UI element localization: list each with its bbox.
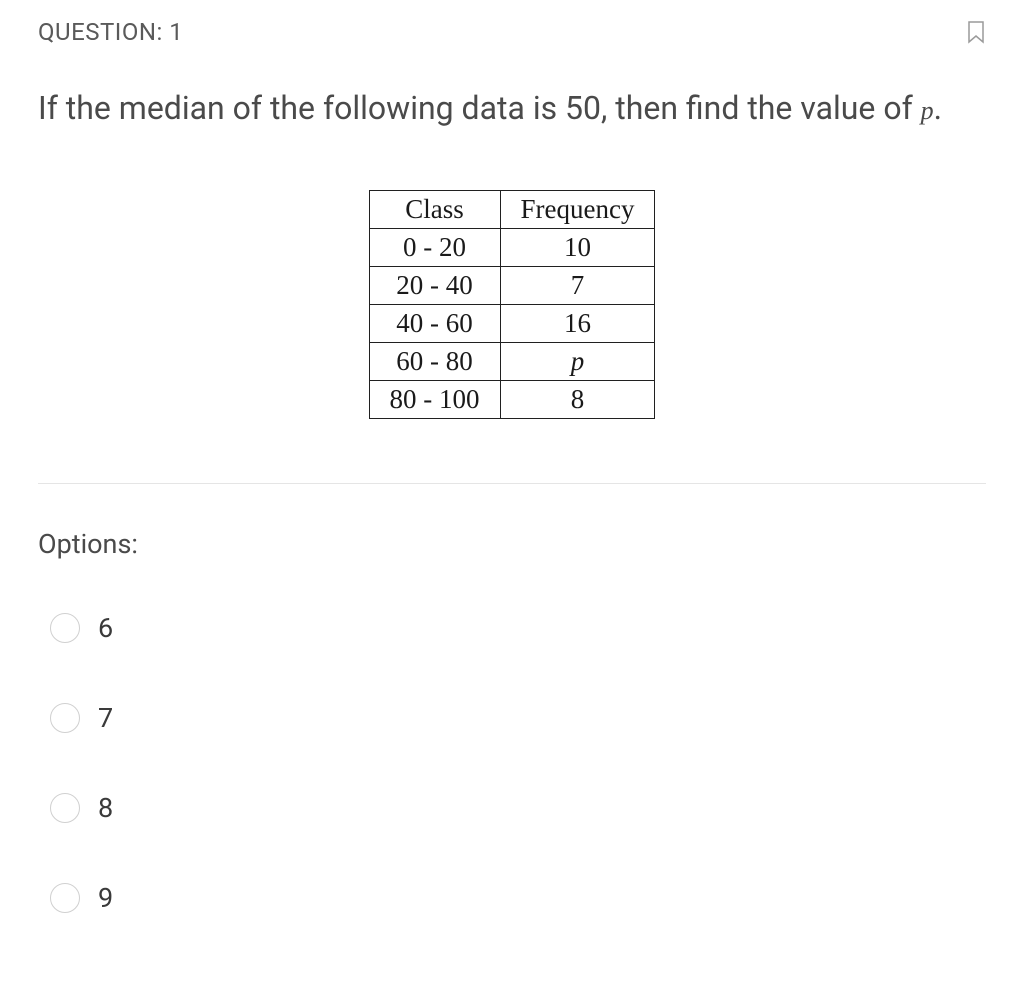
table-cell-class: 80 - 100	[369, 380, 500, 418]
option-item[interactable]: 9	[50, 882, 986, 914]
table-header-class: Class	[369, 190, 500, 228]
table-cell-frequency: p	[500, 342, 655, 380]
option-item[interactable]: 7	[50, 702, 986, 734]
bookmark-icon[interactable]	[966, 20, 986, 44]
table-cell-class: 40 - 60	[369, 304, 500, 342]
section-divider	[38, 483, 986, 484]
option-text: 9	[98, 882, 113, 914]
radio-icon[interactable]	[50, 883, 80, 913]
table-cell-frequency: 16	[500, 304, 655, 342]
frequency-table: Class Frequency 0 - 201020 - 40740 - 601…	[369, 190, 656, 419]
table-row: 0 - 2010	[369, 228, 655, 266]
table-cell-class: 0 - 20	[369, 228, 500, 266]
table-row: 20 - 407	[369, 266, 655, 304]
question-text: If the median of the following data is 5…	[38, 84, 986, 134]
question-number-label: QUESTION: 1	[38, 18, 183, 46]
options-label: Options:	[38, 528, 986, 560]
question-text-part2: .	[934, 89, 942, 127]
radio-icon[interactable]	[50, 613, 80, 643]
radio-icon[interactable]	[50, 793, 80, 823]
table-row: 60 - 80p	[369, 342, 655, 380]
table-header-row: Class Frequency	[369, 190, 655, 228]
table-row: 80 - 1008	[369, 380, 655, 418]
options-list: 6 7 8 9	[38, 612, 986, 914]
radio-icon[interactable]	[50, 703, 80, 733]
option-text: 6	[98, 612, 113, 644]
question-header: QUESTION: 1	[38, 18, 986, 46]
question-text-part1: If the median of the following data is 5…	[38, 89, 921, 127]
option-text: 8	[98, 792, 113, 824]
frequency-table-wrapper: Class Frequency 0 - 201020 - 40740 - 601…	[38, 190, 986, 419]
table-cell-frequency: 8	[500, 380, 655, 418]
table-cell-frequency: 10	[500, 228, 655, 266]
table-header-frequency: Frequency	[500, 190, 655, 228]
option-item[interactable]: 8	[50, 792, 986, 824]
table-row: 40 - 6016	[369, 304, 655, 342]
option-text: 7	[98, 702, 113, 734]
question-variable: p	[921, 96, 934, 125]
table-cell-frequency: 7	[500, 266, 655, 304]
option-item[interactable]: 6	[50, 612, 986, 644]
table-cell-class: 20 - 40	[369, 266, 500, 304]
table-cell-class: 60 - 80	[369, 342, 500, 380]
